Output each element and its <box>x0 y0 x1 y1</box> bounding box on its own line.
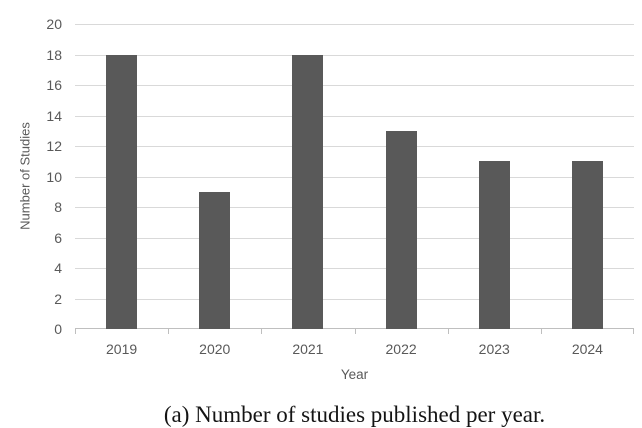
x-tick-label: 2020 <box>199 341 231 357</box>
y-tick-label: 6 <box>54 229 62 246</box>
gridline <box>75 54 634 56</box>
gridline <box>75 237 634 239</box>
x-tick-mark <box>261 329 263 334</box>
x-tick-mark <box>540 329 542 334</box>
y-tick-label: 18 <box>46 46 62 63</box>
figure-caption: (a) Number of studies published per year… <box>163 402 546 427</box>
y-tick-label: 14 <box>46 107 62 124</box>
bar <box>199 191 231 329</box>
x-tick-mark <box>75 329 76 334</box>
plot-area <box>75 24 634 334</box>
x-tick-label: 2021 <box>292 341 324 357</box>
y-tick-label: 2 <box>54 290 62 307</box>
y-tick-label: 4 <box>54 260 62 276</box>
bar <box>385 130 417 329</box>
x-tick-label: 2024 <box>571 341 603 357</box>
y-tick-label: 0 <box>54 321 62 337</box>
y-tick-label: 16 <box>46 77 62 93</box>
gridline <box>75 268 634 269</box>
bar <box>106 54 138 329</box>
x-axis-line <box>75 328 634 329</box>
x-tick-label: 2022 <box>385 341 417 357</box>
x-tick-mark <box>447 329 449 334</box>
gridline <box>75 85 634 86</box>
bar <box>292 54 324 329</box>
gridline <box>75 207 634 208</box>
gridline <box>75 298 634 300</box>
x-tick-mark <box>633 329 634 334</box>
x-tick-mark <box>168 329 170 334</box>
x-tick-mark <box>354 329 356 334</box>
x-tick-label: 2023 <box>478 341 510 357</box>
y-tick-label: 12 <box>46 138 62 154</box>
y-tick-label: 8 <box>54 199 62 215</box>
gridline <box>75 24 634 25</box>
bar <box>478 161 510 329</box>
x-axis-title: Year <box>340 367 369 382</box>
gridline <box>75 146 634 147</box>
gridline <box>75 115 634 117</box>
y-tick-label: 10 <box>46 168 62 185</box>
y-tick-label: 20 <box>46 16 62 32</box>
x-tick-label: 2019 <box>106 341 138 357</box>
bar <box>571 161 603 329</box>
gridline <box>75 176 634 178</box>
